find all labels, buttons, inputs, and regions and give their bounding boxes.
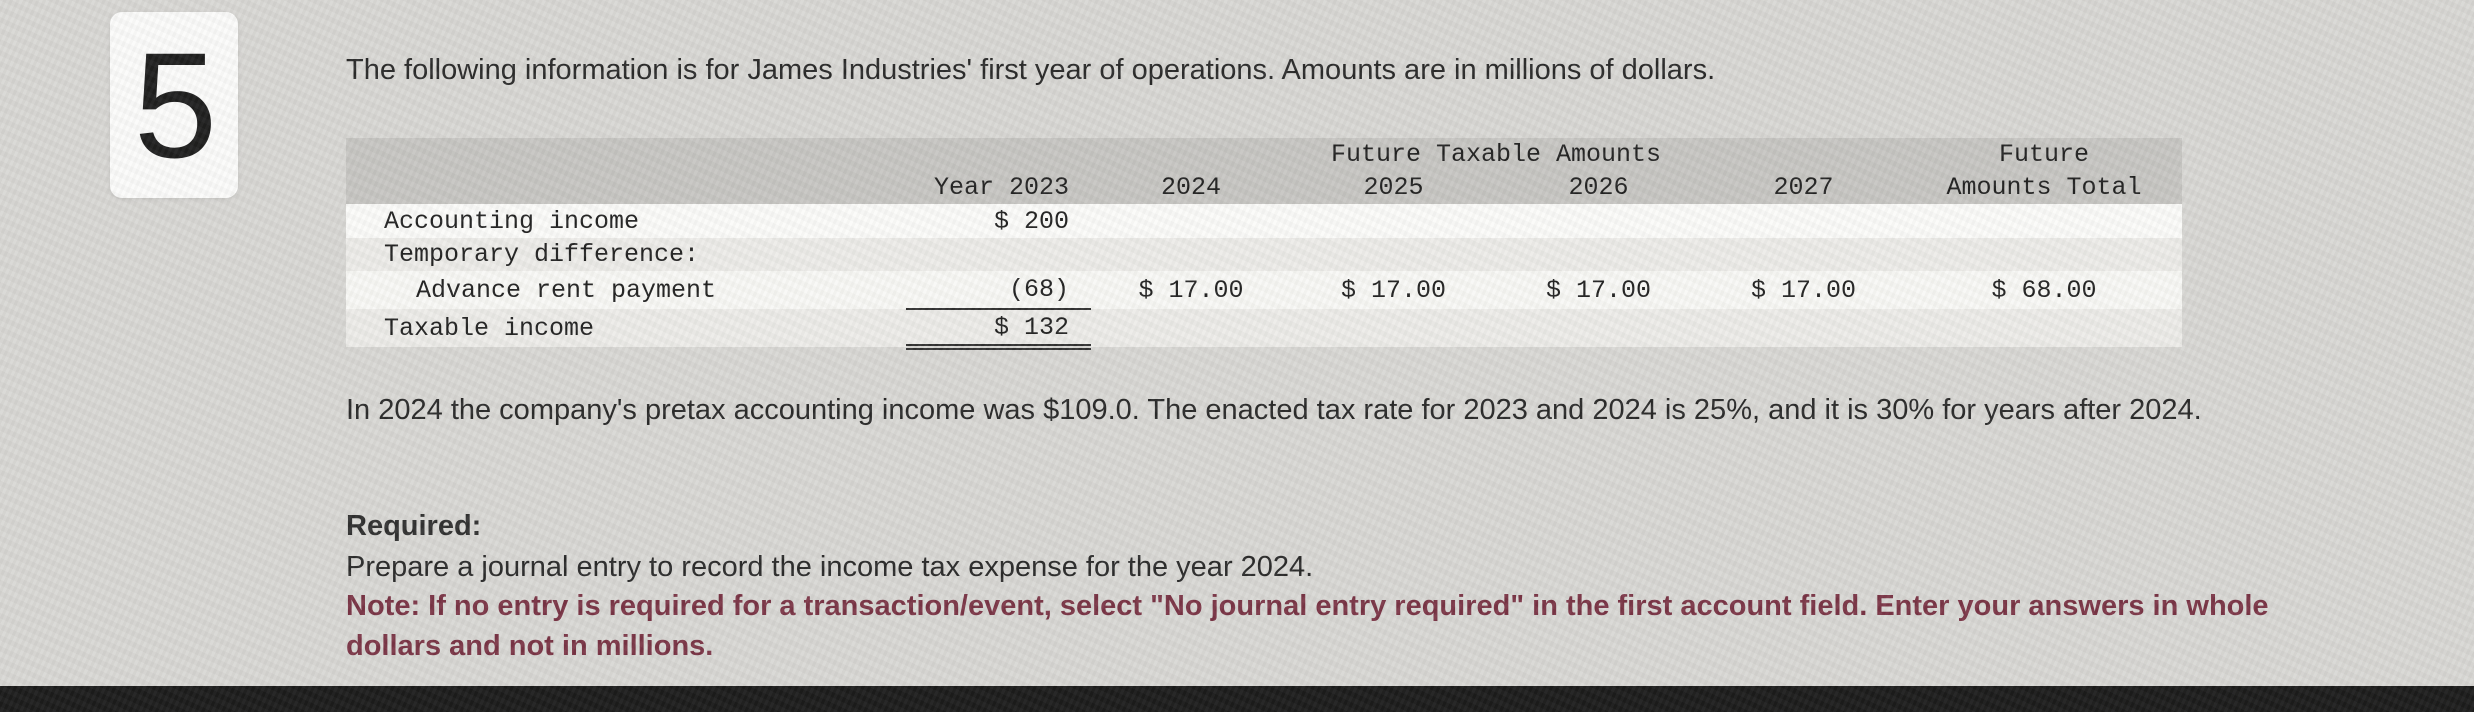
problem-number: 5 <box>133 21 217 189</box>
spacer-cell <box>1701 138 1906 171</box>
column-header-2024: 2024 <box>1160 173 1221 202</box>
row-label: Taxable income <box>384 313 595 343</box>
cell-year-2023: (68) <box>906 271 1091 310</box>
table-row-advance-rent-payment: Advance rent payment (68) $ 17.00 $ 17.0… <box>346 271 2182 310</box>
cell-2024: $ 17.00 <box>1138 275 1244 305</box>
column-header-2027: 2027 <box>1773 173 1834 202</box>
column-header-2025: 2025 <box>1363 173 1424 202</box>
column-header-2026: 2026 <box>1568 173 1629 202</box>
table-row-accounting-income: Accounting income $ 200 <box>346 204 2182 238</box>
table-group-header-row: Future Taxable Amounts Future <box>346 138 2182 171</box>
income-table: Future Taxable Amounts Future Year 2023 … <box>346 138 2182 350</box>
header-future: Future <box>1998 140 2089 169</box>
required-label: Required: <box>346 510 482 542</box>
problem-number-tile: 5 <box>110 12 238 198</box>
cell-year-2023: $ 132 <box>906 309 1091 350</box>
intro-text: The following information is for James I… <box>346 54 1716 86</box>
note-text: Note: If no entry is required for a tran… <box>346 590 2269 663</box>
required-instruction: Prepare a journal entry to record the in… <box>346 551 1314 583</box>
header-future-taxable-amounts: Future Taxable Amounts <box>1330 140 1662 169</box>
cell-2027: $ 17.00 <box>1750 275 1857 305</box>
spacer-cell <box>346 171 906 204</box>
spacer-cell <box>906 138 1091 171</box>
empty-cell <box>1091 204 2182 238</box>
empty-cell <box>906 238 1091 271</box>
row-label: Temporary difference: <box>384 240 700 269</box>
row-label: Advance rent payment <box>416 275 717 305</box>
info-paragraph: In 2024 the company's pretax accounting … <box>346 394 2202 426</box>
column-header-amounts-total: Amounts Total <box>1946 173 2142 202</box>
row-label: Accounting income <box>384 206 640 236</box>
cell-amounts-total: $ 68.00 <box>1991 275 2097 305</box>
table-row-taxable-income: Taxable income $ 132 <box>346 309 2182 350</box>
spacer-cell <box>1091 138 1291 171</box>
empty-cell <box>1091 309 2182 347</box>
cell-year-2023: $ 200 <box>993 206 1069 236</box>
bottom-bar <box>0 686 2474 712</box>
spacer-cell <box>346 138 906 171</box>
column-header-year-2023: Year 2023 <box>933 173 1069 202</box>
table-column-header-row: Year 2023 2024 2025 2026 2027 Amounts To… <box>346 171 2182 204</box>
cell-2026: $ 17.00 <box>1545 275 1652 305</box>
cell-2025: $ 17.00 <box>1340 275 1447 305</box>
table-row-temporary-difference: Temporary difference: <box>346 238 2182 271</box>
empty-cell <box>1091 238 2182 271</box>
